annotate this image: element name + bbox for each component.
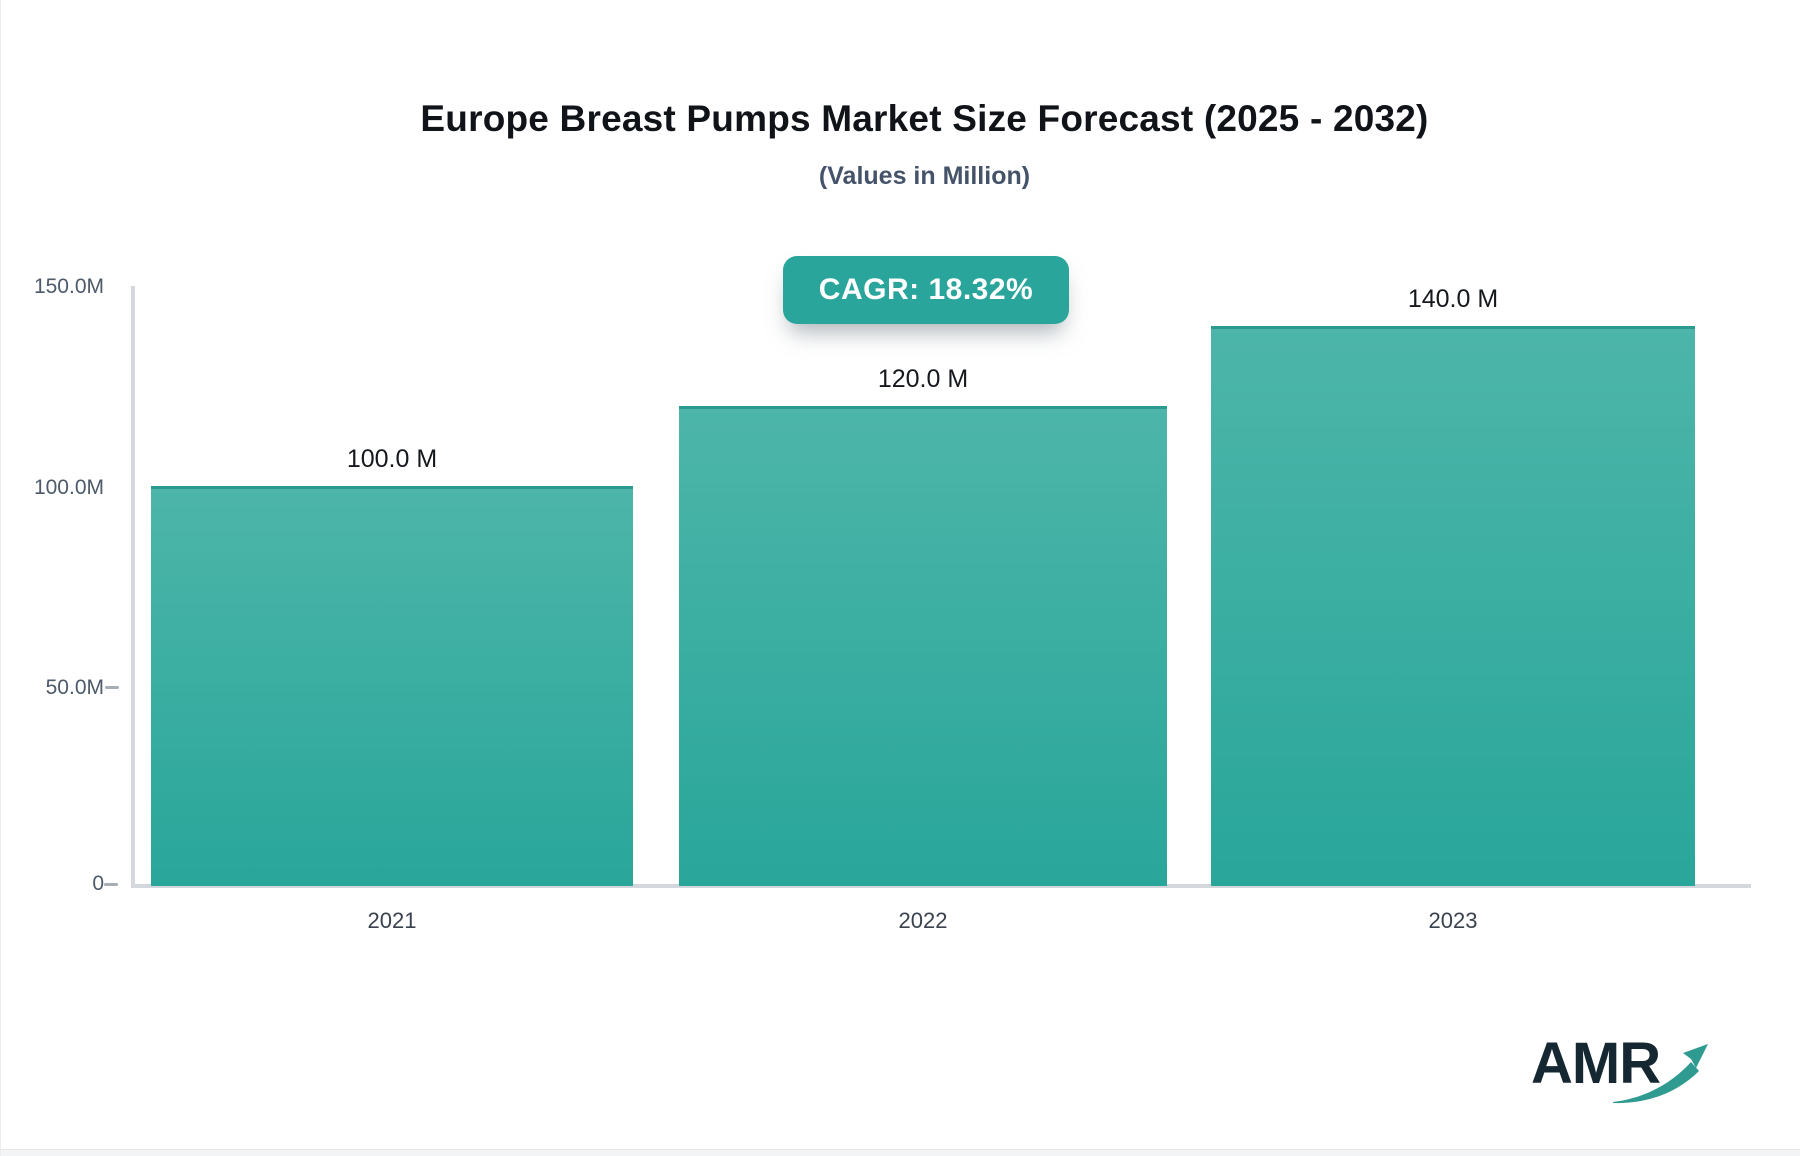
x-tick-label-2021: 2021 <box>367 908 417 933</box>
bar-value-label-2023: 140.0 M <box>1407 285 1499 313</box>
bottom-edge-strip <box>1 1149 1800 1156</box>
cagr-badge: CAGR: 18.32% <box>783 256 1069 324</box>
bar-group-2022: 120.0 M 2022 <box>679 365 1167 933</box>
bar-value-label-2021: 100.0 M <box>346 445 438 473</box>
y-tick-mark-0 <box>104 883 118 886</box>
x-axis-line <box>131 884 1751 888</box>
amr-logo-text: AMR <box>1531 1031 1661 1096</box>
bar-group-2023: 140.0 M 2023 <box>1211 285 1695 933</box>
growth-arrow-icon <box>1613 1044 1708 1104</box>
bar-value-label-2022: 120.0 M <box>877 365 969 393</box>
x-tick-label-2023: 2023 <box>1428 908 1478 933</box>
bar-group-2021: 100.0 M 2021 <box>151 445 633 933</box>
y-axis-line <box>131 286 135 887</box>
chart-subtitle: (Values in Million) <box>818 162 1031 190</box>
x-tick-label-2022: 2022 <box>898 908 948 933</box>
y-tick-mark-50 <box>105 686 119 689</box>
bar-2021 <box>151 486 633 886</box>
bar-2023 <box>1211 326 1695 886</box>
y-tick-label-100: 100.0M <box>33 476 104 499</box>
y-tick-label-50: 50.0M <box>45 676 104 699</box>
y-tick-label-0: 0 <box>92 872 104 895</box>
cagr-badge-label: CAGR: 18.32% <box>818 273 1034 306</box>
chart-header: Europe Breast Pumps Market Size Forecast… <box>25 98 1800 191</box>
bar-2022 <box>679 406 1167 886</box>
chart-title: Europe Breast Pumps Market Size Forecast… <box>420 98 1429 139</box>
amr-logo: AMR <box>1531 1030 1711 1110</box>
y-tick-label-150: 150.0M <box>33 275 104 298</box>
